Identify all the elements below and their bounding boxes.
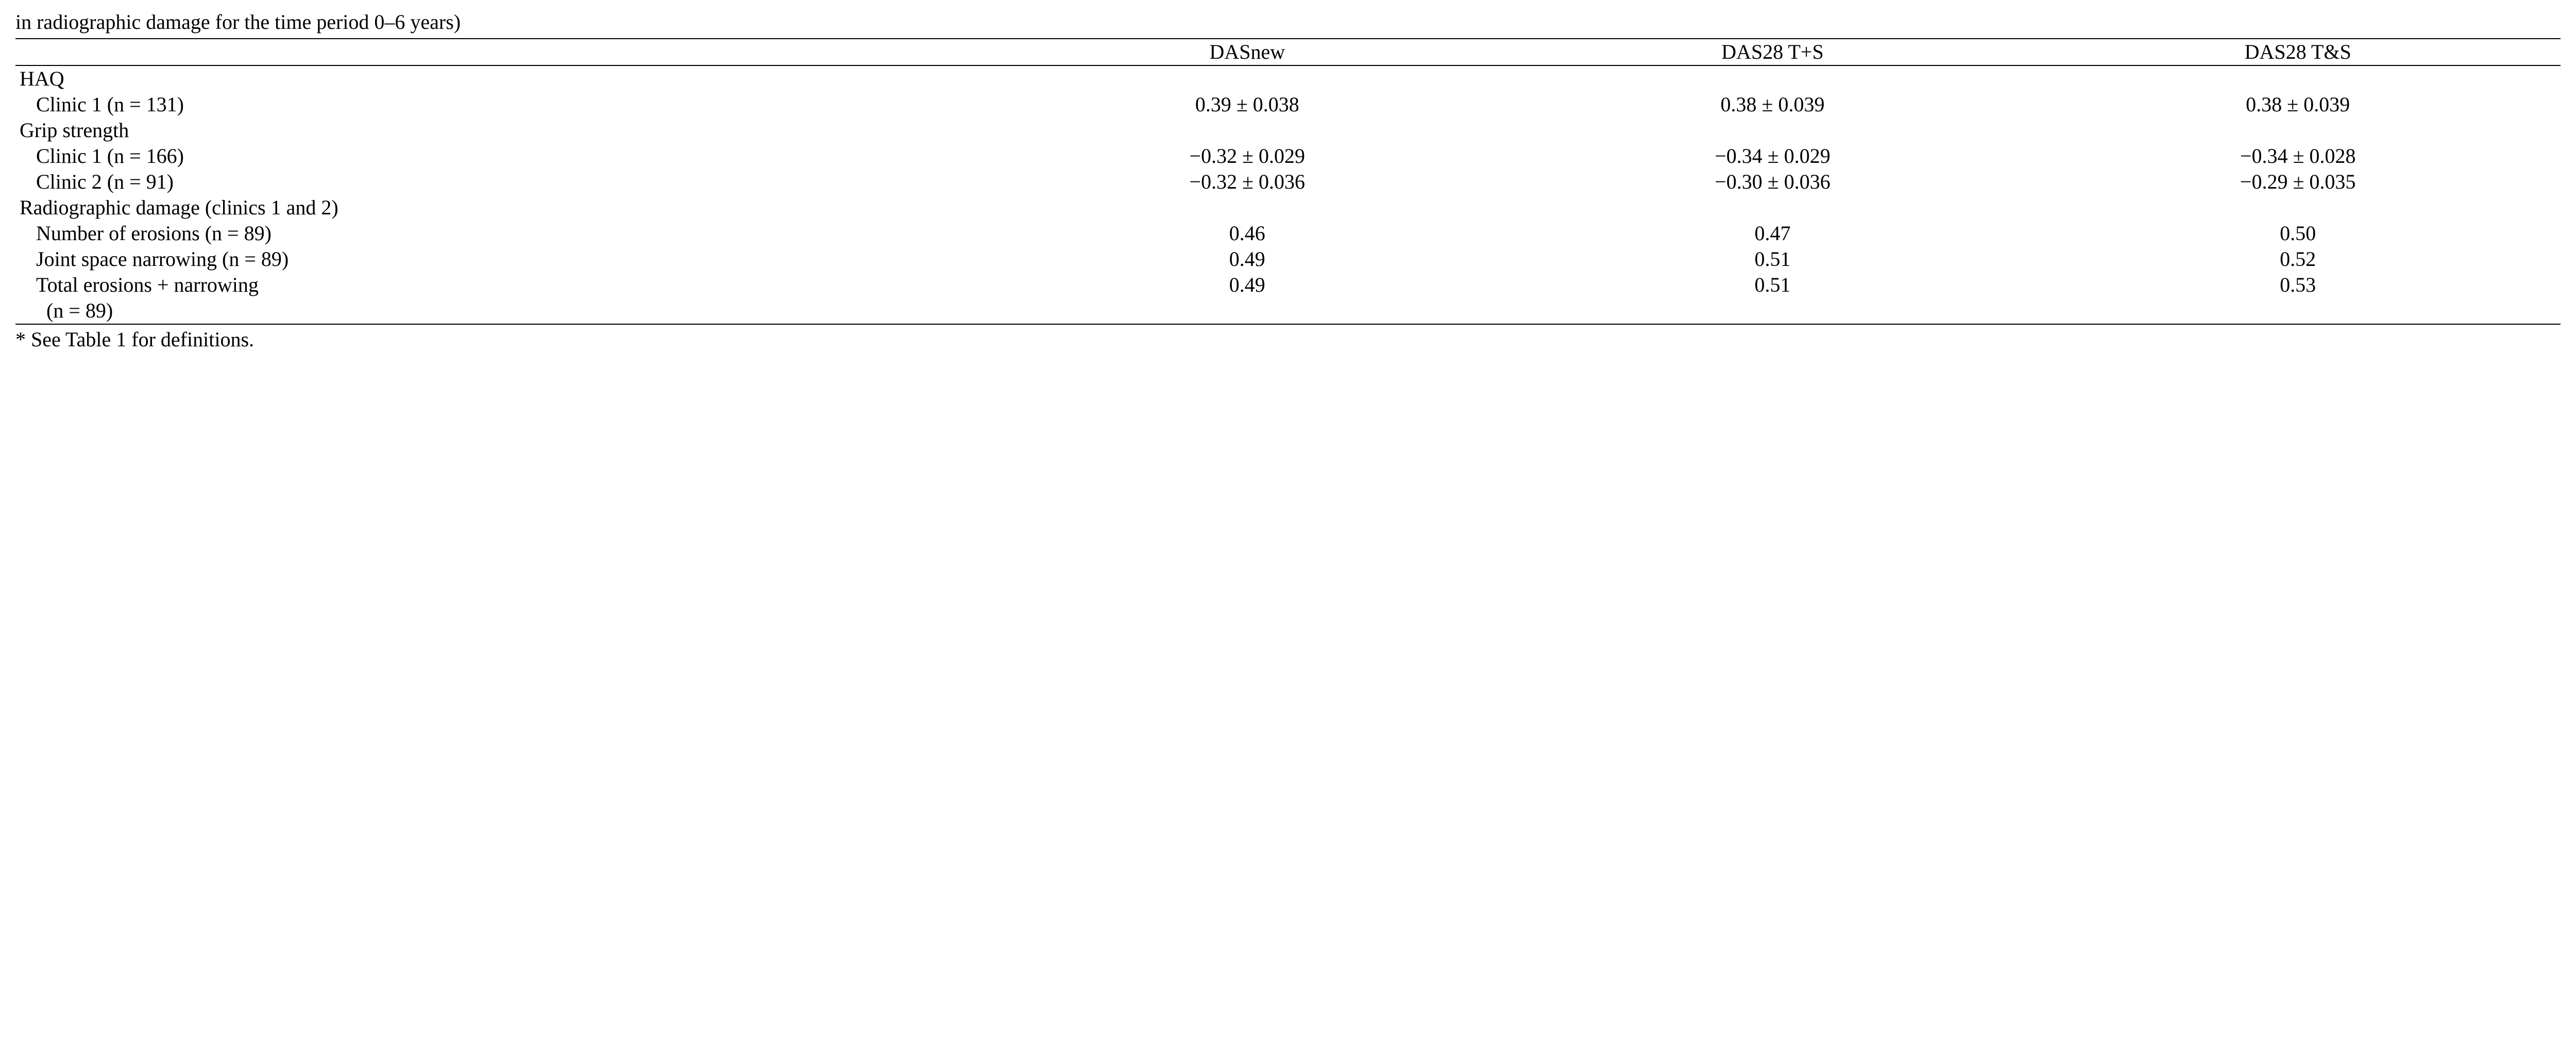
data-table: DASnew DAS28 T+S DAS28 T&S HAQ Clinic 1 … [15, 38, 2561, 325]
cell-blank [985, 298, 1510, 324]
cell-haq-c1-das28tamp: 0.38 ± 0.039 [2035, 92, 2561, 117]
cell-erosions-das28tplus: 0.47 [1510, 221, 2036, 246]
row-total-n: (n = 89) [15, 298, 985, 324]
row-erosions: Number of erosions (n = 89) [15, 221, 985, 246]
cell-grip-c2-das28tamp: −0.29 ± 0.035 [2035, 169, 2561, 195]
cell-erosions-dasnew: 0.46 [985, 221, 1510, 246]
cell-total-dasnew: 0.49 [985, 272, 1510, 298]
cell-grip-c1-das28tamp: −0.34 ± 0.028 [2035, 143, 2561, 169]
cell-blank [1510, 117, 2036, 143]
cell-blank [985, 117, 1510, 143]
cell-blank [985, 65, 1510, 92]
row-haq: HAQ [15, 65, 985, 92]
table-caption-fragment: in radiographic damage for the time peri… [15, 10, 2561, 34]
row-total: Total erosions + narrowing [15, 272, 985, 298]
cell-haq-c1-das28tplus: 0.38 ± 0.039 [1510, 92, 2036, 117]
cell-erosions-das28tamp: 0.50 [2035, 221, 2561, 246]
cell-haq-c1-dasnew: 0.39 ± 0.038 [985, 92, 1510, 117]
cell-grip-c1-dasnew: −0.32 ± 0.029 [985, 143, 1510, 169]
col-header-dasnew: DASnew [985, 39, 1510, 65]
col-header-das28-tamp: DAS28 T&S [2035, 39, 2561, 65]
row-grip-clinic1: Clinic 1 (n = 166) [15, 143, 985, 169]
col-header-blank [15, 39, 985, 65]
row-grip-clinic2: Clinic 2 (n = 91) [15, 169, 985, 195]
row-grip: Grip strength [15, 117, 985, 143]
table-footnote: * See Table 1 for definitions. [15, 328, 2561, 351]
row-haq-clinic1: Clinic 1 (n = 131) [15, 92, 985, 117]
cell-blank [2035, 298, 2561, 324]
row-radiographic: Radiographic damage (clinics 1 and 2) [15, 195, 985, 221]
cell-blank [2035, 65, 2561, 92]
cell-blank [985, 195, 1510, 221]
cell-total-das28tplus: 0.51 [1510, 272, 2036, 298]
cell-grip-c2-dasnew: −0.32 ± 0.036 [985, 169, 1510, 195]
row-jsn: Joint space narrowing (n = 89) [15, 246, 985, 272]
cell-total-das28tamp: 0.53 [2035, 272, 2561, 298]
col-header-das28-tplus: DAS28 T+S [1510, 39, 2036, 65]
cell-grip-c1-das28tplus: −0.34 ± 0.029 [1510, 143, 2036, 169]
cell-blank [1510, 195, 2036, 221]
cell-jsn-dasnew: 0.49 [985, 246, 1510, 272]
cell-jsn-das28tplus: 0.51 [1510, 246, 2036, 272]
cell-jsn-das28tamp: 0.52 [2035, 246, 2561, 272]
cell-blank [2035, 117, 2561, 143]
cell-blank [2035, 195, 2561, 221]
cell-blank [1510, 298, 2036, 324]
cell-blank [1510, 65, 2036, 92]
cell-grip-c2-das28tplus: −0.30 ± 0.036 [1510, 169, 2036, 195]
